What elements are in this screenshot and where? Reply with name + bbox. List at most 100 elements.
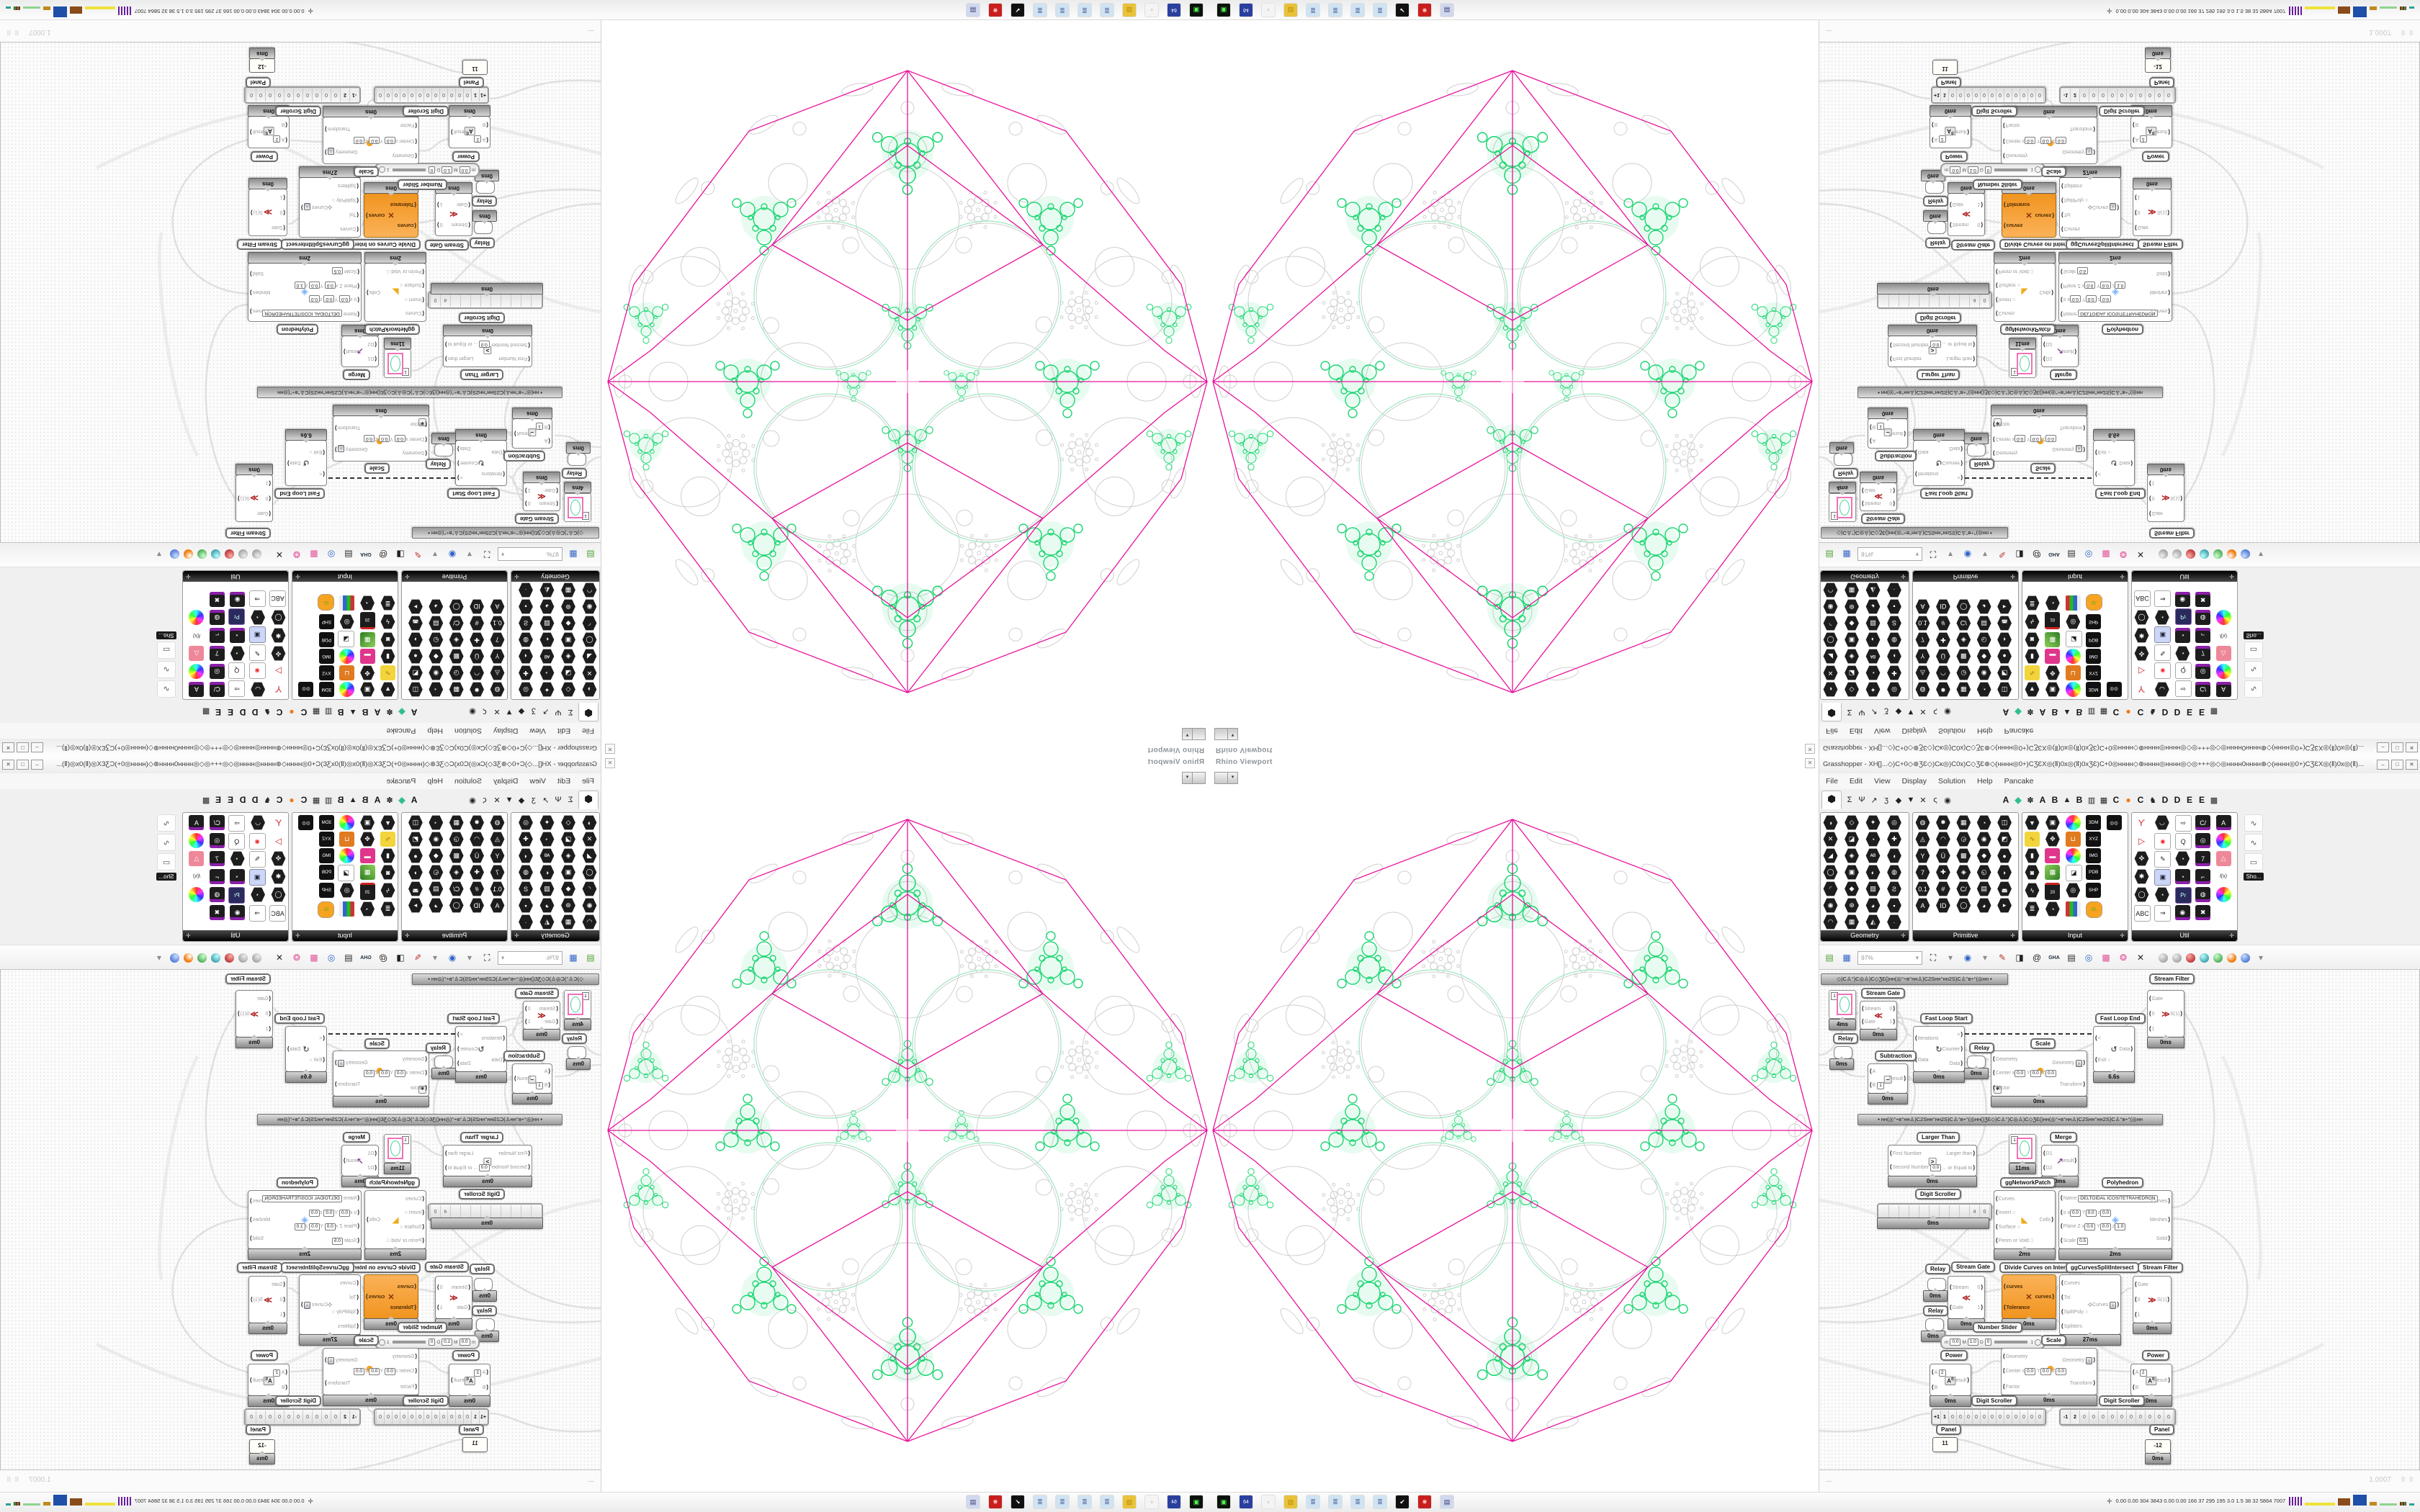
component-icon[interactable]: ◠ — [470, 832, 485, 847]
component-icon[interactable]: ◖ — [1887, 649, 1902, 664]
taskbar-icon[interactable]: ≣ — [1307, 1495, 1319, 1508]
component-icon[interactable]: ◔ — [2155, 887, 2169, 902]
component-icon[interactable]: ϟ — [2025, 883, 2040, 898]
toolbar-icon[interactable]: ❂ — [2119, 953, 2128, 963]
component-icon[interactable]: A — [189, 815, 205, 830]
component-icon[interactable]: ◆ — [561, 881, 576, 896]
component-icon[interactable]: · — [1887, 914, 1901, 930]
open-file-icon[interactable]: ▤ — [586, 953, 595, 963]
menu-item[interactable]: Solution — [1938, 726, 1966, 735]
ribbon-tab[interactable]: ✽ — [2027, 796, 2034, 805]
component-icon[interactable]: ◉ — [582, 898, 597, 913]
label-stream-gate-2[interactable]: Stream Gate — [1951, 240, 1996, 251]
component-icon[interactable]: ◠ — [582, 914, 597, 930]
component-icon[interactable]: ⊛ — [1845, 898, 1859, 913]
ribbon-tab[interactable]: C — [276, 707, 283, 717]
component-icon[interactable]: ⇨ — [228, 815, 246, 832]
save-file-icon[interactable]: ▦ — [1842, 953, 1851, 963]
display-mode-sphere-icon[interactable] — [2159, 953, 2168, 963]
component-icon[interactable]: ◔ — [360, 595, 375, 611]
panel-label[interactable]: Geometry ✛ — [511, 571, 599, 582]
component-icon[interactable]: ◔ — [1976, 682, 1991, 697]
component-icon[interactable]: ◕ — [1976, 599, 1991, 614]
component-icon[interactable]: ✹ — [189, 610, 205, 625]
label-subtraction[interactable]: Subtraction — [1875, 451, 1917, 462]
ribbon-tab[interactable]: ▦ — [312, 796, 321, 805]
component-icon[interactable]: ◈ — [1845, 649, 1860, 664]
component-icon[interactable]: ▷ — [271, 664, 286, 679]
component-icon[interactable]: ✚ — [1935, 632, 1950, 647]
chevron-down-icon[interactable]: ▾ — [1227, 728, 1238, 740]
component-icon[interactable]: ⊔ — [2065, 832, 2081, 847]
component-power[interactable]: A 2BResultAB — [1930, 1364, 1971, 1396]
label-power[interactable]: Power — [1940, 1350, 1968, 1361]
sketch-icon[interactable]: ∿ — [2244, 680, 2263, 698]
display-mode-sphere-icon[interactable] — [170, 549, 179, 559]
component-icon[interactable]: Q — [2174, 662, 2192, 679]
component-icon[interactable]: ▩ — [1956, 649, 1971, 664]
label-stream-gate[interactable]: Stream Gate — [1861, 988, 1906, 999]
menu-item[interactable]: File — [1826, 726, 1838, 735]
toolbar-icon[interactable]: ◨ — [2015, 953, 2024, 963]
label-scale-2[interactable]: Scale — [354, 166, 379, 177]
close-icon[interactable]: ✕ — [1805, 744, 1815, 754]
component-icon[interactable]: ◩ — [1997, 832, 2012, 847]
component-icon[interactable]: Pr — [228, 887, 246, 904]
toolbar-icon[interactable]: ⛶ — [483, 549, 490, 560]
component-icon[interactable]: ◔ — [429, 815, 444, 830]
toolbar-icon[interactable]: ◎ — [327, 953, 336, 963]
component-icon[interactable]: Q — [2174, 833, 2192, 850]
component-stream-filter[interactable]: Gate01S(1)≫ — [2147, 474, 2184, 522]
ribbon-tab[interactable]: ◆ — [2015, 707, 2022, 717]
component-icon[interactable]: ◎ — [519, 682, 534, 697]
toolbar-icon[interactable]: ▾ — [1948, 953, 1953, 963]
toolbar-icon[interactable]: ⛶ — [1930, 952, 1937, 963]
menu-item[interactable]: Help — [427, 726, 444, 735]
component-icon[interactable]: ✸ — [470, 815, 485, 830]
component-icon[interactable]: ◶ — [1956, 665, 1971, 680]
close-icon[interactable]: ✕ — [1805, 758, 1815, 768]
component-icon[interactable]: ◫ — [1997, 682, 2012, 697]
component-icon[interactable]: ▸ — [408, 599, 423, 614]
label-polyhedron[interactable]: Polyhedron — [276, 324, 318, 335]
component-icon[interactable]: ✹ — [2215, 610, 2231, 625]
label-relay-2[interactable]: Relay — [425, 459, 451, 469]
component-icon[interactable]: ∿ — [2025, 832, 2040, 847]
panel-label[interactable]: Util ✛ — [2132, 930, 2237, 941]
window-button[interactable]: ✕ — [2406, 742, 2418, 752]
component-icon[interactable]: Y — [490, 848, 505, 863]
component-icon[interactable]: ◔ — [539, 665, 555, 680]
label-fast-loop-start[interactable]: Fast Loop Start — [447, 488, 500, 499]
component-icon[interactable]: ▷ — [271, 833, 286, 848]
component-icon[interactable]: ✹ — [189, 887, 205, 902]
taskbar-icon[interactable]: ≣ — [1034, 4, 1047, 17]
toolbar-icon[interactable]: ◨ — [396, 549, 405, 559]
toolbar-icon[interactable]: ⛶ — [1930, 549, 1937, 560]
ribbon-tab[interactable]: Ψ — [555, 708, 562, 716]
component-fast-loop-end[interactable]: <Exit ○Data↺ — [285, 440, 327, 486]
component-icon[interactable]: Pr — [228, 608, 246, 625]
component-icon[interactable]: ● — [1997, 649, 2012, 664]
component-icon[interactable]: ▸ — [1997, 898, 2012, 913]
label-digit-scroller-3[interactable]: Digit Scroller — [2099, 1395, 2145, 1406]
taskbar-icon[interactable]: ● — [1145, 4, 1158, 17]
component-icon[interactable]: ◩ — [408, 832, 423, 847]
component-stream-gate[interactable]: StreamGate01≪ — [523, 1001, 560, 1030]
component-fast-loop-end[interactable]: <Exit ○Data↺ — [285, 1026, 327, 1072]
resize-grip-icon[interactable]: ⠿ ⠿ — [2401, 1476, 2414, 1483]
window-button[interactable]: – — [2377, 742, 2389, 752]
display-mode-sphere-icon[interactable] — [2227, 549, 2236, 559]
component-icon[interactable]: ◯ — [339, 649, 355, 664]
taskbar-icon[interactable]: ≣ — [1329, 4, 1342, 17]
resize-grip-icon[interactable]: ⠿ ⠿ — [2401, 29, 2414, 36]
component-icon[interactable]: ▤ — [429, 881, 444, 896]
component-icon[interactable]: ✦ — [539, 815, 555, 830]
component-icon[interactable]: ◎◎ — [298, 682, 314, 697]
viewport-tab-button[interactable] — [1192, 772, 1206, 784]
grasshopper-canvas[interactable]: ◇)C♙°)C◎♙)C◇ƷƐ()ʜʜ(◎°÷ʙ°ʜʜ♙)C2Sʜʜ°ʜʜ2S)C… — [0, 969, 601, 1470]
label-larger-than[interactable]: Larger Than — [460, 1132, 503, 1143]
label-scale[interactable]: Scale — [364, 463, 390, 474]
ribbon-tab[interactable]: ▥ — [324, 796, 333, 805]
component-icon[interactable]: ◯ — [1956, 898, 1971, 913]
ribbon-tab[interactable]: ✕ — [493, 707, 501, 716]
